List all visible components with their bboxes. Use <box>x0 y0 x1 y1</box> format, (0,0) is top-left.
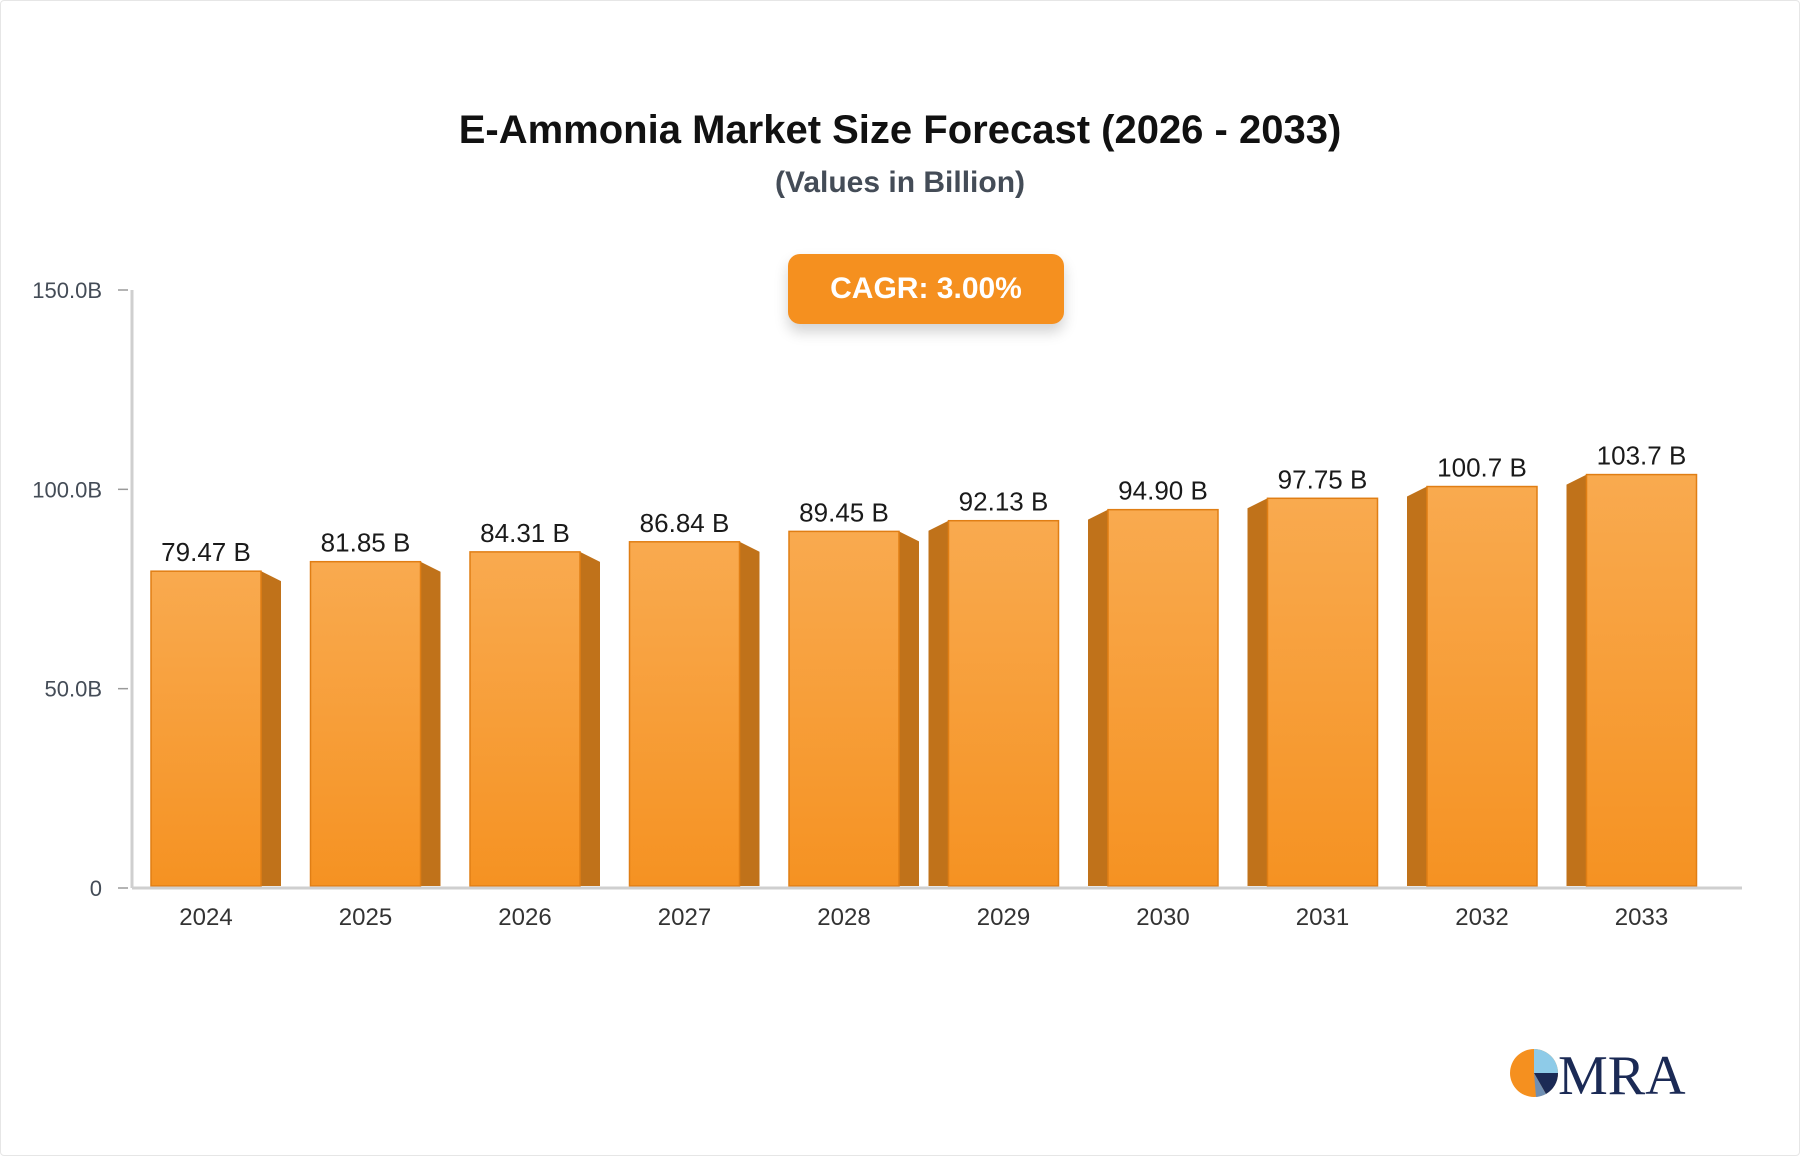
y-tick-label: 0 <box>90 876 102 901</box>
bar-front-face <box>788 530 900 887</box>
bar <box>1247 497 1379 887</box>
bar-value-label: 97.75 B <box>1278 464 1368 494</box>
mra-logo: MRA <box>1506 1040 1696 1107</box>
bar-front-face <box>1266 497 1379 887</box>
bar-side-face <box>1407 486 1427 886</box>
x-tick-label: 2027 <box>658 904 711 931</box>
x-tick-label: 2028 <box>817 904 870 931</box>
bar <box>469 551 600 887</box>
bar-value-label: 100.7 B <box>1437 453 1527 483</box>
bar-front-face <box>1426 485 1538 887</box>
bar-front-face <box>150 570 262 887</box>
bar-front-face <box>1585 473 1698 887</box>
x-tick-label: 2030 <box>1136 904 1189 931</box>
bar-value-label: 89.45 B <box>799 497 889 527</box>
bar-front-face <box>1107 508 1219 887</box>
bars <box>150 473 1698 887</box>
bar-front-face <box>309 560 422 887</box>
logo-text: MRA <box>1558 1045 1686 1102</box>
bar-side-face <box>580 551 600 886</box>
bar <box>1566 473 1698 887</box>
bar-front-face <box>947 519 1060 887</box>
y-tick-label: 50.0B <box>45 677 103 702</box>
bar <box>1088 508 1219 887</box>
x-axis: 2024 2025 2026 2027 2028 2029 2030 2031 2032 2033 <box>132 886 1742 931</box>
bar-value-label: 92.13 B <box>959 487 1049 517</box>
bar-side-face <box>1566 474 1587 886</box>
bar <box>628 541 760 887</box>
bar-value-label: 79.47 B <box>161 537 251 567</box>
x-tick-label: 2026 <box>498 904 551 931</box>
chart-subtitle: (Values in Billion) <box>774 166 1026 199</box>
bar-value-label: 103.7 B <box>1597 441 1687 471</box>
y-tick-label: 100.0B <box>32 477 102 502</box>
pie-logo-icon <box>1510 1049 1559 1097</box>
x-tick-label: 2033 <box>1615 904 1668 931</box>
bar-side-face <box>899 531 919 886</box>
bar-value-label: 84.31 B <box>480 518 570 548</box>
y-tick-label: 150.0B <box>32 278 102 303</box>
bar <box>150 570 281 887</box>
x-tick-label: 2024 <box>179 904 232 931</box>
bar-side-face <box>420 561 441 886</box>
bar <box>788 530 919 887</box>
chart-title: E-Ammonia Market Size Forecast (2026 - 2… <box>458 108 1342 152</box>
x-tick-label: 2032 <box>1455 904 1508 931</box>
bar <box>1407 485 1538 887</box>
bar <box>309 560 441 887</box>
y-axis: 0 50.0B 100.0B 150.0B <box>32 278 134 901</box>
bar-side-face <box>739 541 760 886</box>
bar-side-face <box>1088 509 1108 886</box>
bar-side-face <box>261 571 281 886</box>
x-tick-label: 2031 <box>1296 904 1349 931</box>
x-tick-label: 2029 <box>977 904 1030 931</box>
bar-side-face <box>1247 498 1268 886</box>
bar-value-label: 94.90 B <box>1118 476 1208 506</box>
bar-value-label: 81.85 B <box>321 528 411 558</box>
bar <box>928 519 1060 887</box>
bar-value-label: 86.84 B <box>640 508 730 538</box>
cagr-badge: CAGR: 3.00% <box>788 254 1064 324</box>
x-tick-label: 2025 <box>339 904 392 931</box>
bar-front-face <box>628 541 741 887</box>
bar-side-face <box>928 520 949 886</box>
data-labels: 79.47 B 81.85 B 84.31 B 86.84 B 89.45 B 92.13… <box>161 441 1686 568</box>
bar-front-face <box>469 551 581 887</box>
